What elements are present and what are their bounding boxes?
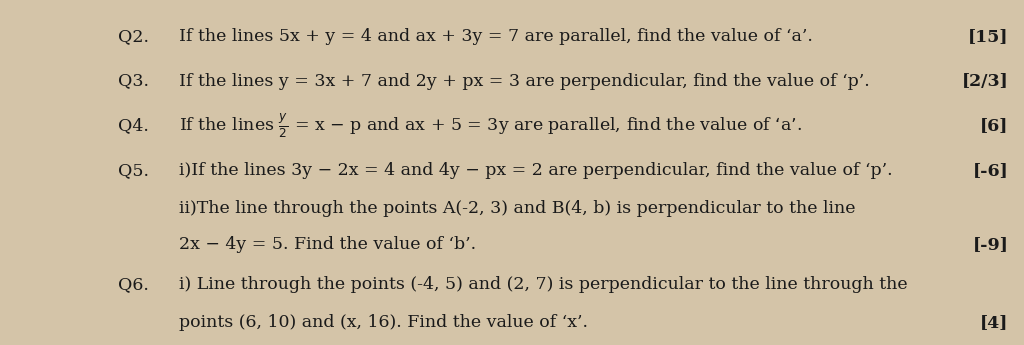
Text: Q6.: Q6. bbox=[118, 276, 148, 293]
Text: 2x − 4y = 5. Find the value of ‘b’.: 2x − 4y = 5. Find the value of ‘b’. bbox=[179, 236, 476, 254]
Text: Q5.: Q5. bbox=[118, 162, 148, 179]
Text: If the lines y = 3x + 7 and 2y + px = 3 are perpendicular, find the value of ‘p’: If the lines y = 3x + 7 and 2y + px = 3 … bbox=[179, 72, 870, 90]
Text: Q2.: Q2. bbox=[118, 28, 148, 45]
Text: i) Line through the points (-4, 5) and (2, 7) is perpendicular to the line throu: i) Line through the points (-4, 5) and (… bbox=[179, 276, 908, 293]
Text: points (6, 10) and (x, 16). Find the value of ‘x’.: points (6, 10) and (x, 16). Find the val… bbox=[179, 314, 588, 331]
Text: [-6]: [-6] bbox=[973, 162, 1009, 179]
Text: [2/3]: [2/3] bbox=[962, 72, 1009, 90]
Text: [6]: [6] bbox=[980, 117, 1009, 135]
Text: Q3.: Q3. bbox=[118, 72, 148, 90]
Text: Q4.: Q4. bbox=[118, 117, 148, 135]
Text: If the lines 5x + y = 4 and ax + 3y = 7 are parallel, find the value of ‘a’.: If the lines 5x + y = 4 and ax + 3y = 7 … bbox=[179, 28, 813, 45]
Text: i)If the lines 3y − 2x = 4 and 4y − px = 2 are perpendicular, find the value of : i)If the lines 3y − 2x = 4 and 4y − px =… bbox=[179, 162, 893, 179]
Text: [4]: [4] bbox=[980, 314, 1009, 331]
Text: [-9]: [-9] bbox=[973, 236, 1009, 254]
Text: [15]: [15] bbox=[968, 28, 1009, 45]
Text: ii)The line through the points A(-2, 3) and B(4, b) is perpendicular to the line: ii)The line through the points A(-2, 3) … bbox=[179, 200, 856, 217]
Text: If the lines $\frac{y}{2}$ = x − p and ax + 5 = 3y are parallel, find the value : If the lines $\frac{y}{2}$ = x − p and a… bbox=[179, 112, 803, 140]
